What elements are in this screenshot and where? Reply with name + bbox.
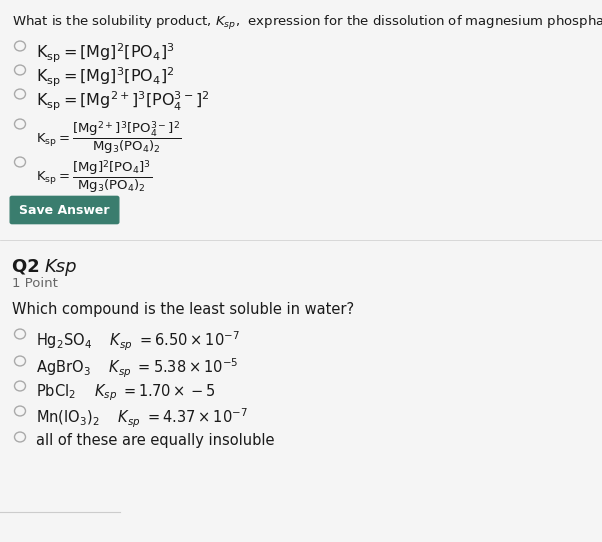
Text: $\mathrm{K_{sp}=[Mg]^3[PO_4]^2}$: $\mathrm{K_{sp}=[Mg]^3[PO_4]^2}$ bbox=[36, 66, 175, 89]
Text: Save Answer: Save Answer bbox=[19, 203, 109, 216]
Text: $\mathrm{PbCl_2}$    $\mathit{K_{sp}}$ $= 1.70 \times -5$: $\mathrm{PbCl_2}$ $\mathit{K_{sp}}$ $= 1… bbox=[36, 382, 216, 403]
Text: Which compound is the least soluble in water?: Which compound is the least soluble in w… bbox=[12, 302, 354, 317]
Text: $\mathrm{K_{sp}=[Mg]^2[PO_4]^3}$: $\mathrm{K_{sp}=[Mg]^2[PO_4]^3}$ bbox=[36, 42, 175, 65]
Text: $\mathrm{Mn(IO_3)_2}$    $\mathit{K_{sp}}$ $= 4.37 \times 10^{-7}$: $\mathrm{Mn(IO_3)_2}$ $\mathit{K_{sp}}$ … bbox=[36, 407, 248, 430]
Text: 1 Point: 1 Point bbox=[12, 277, 58, 290]
Text: $\mathrm{K_{sp}=\dfrac{[Mg^{2+}]^3[PO_4^{3-}]^2}{Mg_3(PO_4)_2}}$: $\mathrm{K_{sp}=\dfrac{[Mg^{2+}]^3[PO_4^… bbox=[36, 120, 181, 157]
Text: What is the solubility product, $\mathit{K}_{sp}$,  expression for the dissoluti: What is the solubility product, $\mathit… bbox=[12, 14, 602, 32]
Text: $\mathrm{K_{sp}=[Mg^{2+}]^3[PO_4^{3-}]^2}$: $\mathrm{K_{sp}=[Mg^{2+}]^3[PO_4^{3-}]^2… bbox=[36, 90, 209, 113]
Text: $\mathrm{Hg_2SO_4}$    $\mathit{K_{sp}}$ $= 6.50 \times 10^{-7}$: $\mathrm{Hg_2SO_4}$ $\mathit{K_{sp}}$ $=… bbox=[36, 330, 240, 353]
Text: Q2: Q2 bbox=[12, 258, 46, 276]
Text: all of these are equally insoluble: all of these are equally insoluble bbox=[36, 433, 275, 448]
Text: Ksp: Ksp bbox=[45, 258, 78, 276]
Text: $\mathrm{K_{sp}=\dfrac{[Mg]^2[PO_4]^3}{Mg_3(PO_4)_2}}$: $\mathrm{K_{sp}=\dfrac{[Mg]^2[PO_4]^3}{M… bbox=[36, 158, 152, 195]
Text: $\mathrm{AgBrO_3}$    $\mathit{K_{sp}}$ $= 5.38 \times 10^{-5}$: $\mathrm{AgBrO_3}$ $\mathit{K_{sp}}$ $= … bbox=[36, 357, 238, 380]
